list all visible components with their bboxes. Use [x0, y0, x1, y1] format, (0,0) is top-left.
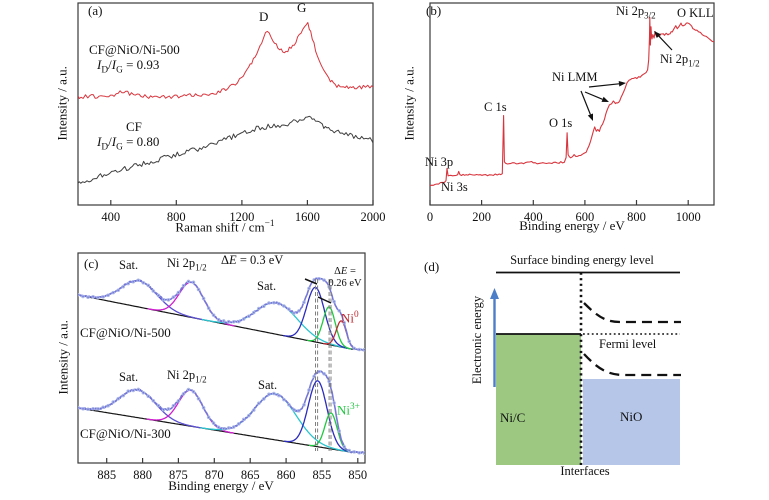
svg-text:880: 880 [133, 468, 152, 482]
panel-a-sample1-label: CF@NiO/Ni-500 [89, 42, 180, 57]
panel-c-ni0-label: Ni0 [341, 310, 359, 326]
svg-text:1000: 1000 [676, 210, 701, 224]
svg-text:1200: 1200 [229, 210, 254, 224]
svg-text:400: 400 [101, 210, 120, 224]
panel-a-sample2-label: CF [126, 119, 142, 134]
panel-c-sample-top-label: CF@NiO/Ni-500 [80, 325, 171, 340]
panel-c-delta-e-03-label: ΔE = 0.3 eV [221, 253, 284, 267]
panel-d-y-axis-label: Electronic energy [470, 295, 484, 385]
panel-d-fermi-level-label: Fermi level [599, 337, 657, 351]
panel-c-ni3plus-label: Ni3+ [337, 402, 360, 418]
svg-text:2000: 2000 [361, 210, 386, 224]
panel-a-x-axis-label: Raman shift / cm−1 [175, 219, 275, 235]
panel-a-g-band-label: G [297, 0, 307, 15]
panel-c-x-axis-label: Binding energy / eV [168, 478, 274, 493]
svg-text:800: 800 [167, 210, 186, 224]
panel-b-tag: (b) [426, 3, 442, 18]
delta-e-026-line1: ΔE = [334, 266, 356, 277]
panel-c-sample-bottom-label: CF@NiO/Ni-300 [80, 426, 171, 441]
svg-text:400: 400 [524, 210, 543, 224]
panel-d-surface-level-label: Surface binding energy level [510, 253, 654, 267]
svg-text:800: 800 [627, 210, 646, 224]
svg-text:0: 0 [427, 210, 433, 224]
panel-c-sat-top-left-label: Sat. [119, 258, 139, 272]
panel-b-c1s-label: C 1s [484, 100, 507, 114]
svg-text:855: 855 [313, 468, 332, 482]
panel-d-nio-region-label: NiO [620, 409, 643, 424]
panel-c-sat-bottom-mid-label: Sat. [258, 378, 278, 392]
panel-c-delta-e-026-label: ΔE = 0.26 eV [322, 266, 368, 290]
panel-b-okll-label: O KLL [677, 6, 714, 20]
svg-text:870: 870 [205, 468, 224, 482]
panel-b-x-axis-label: Binding energy / eV [519, 218, 625, 233]
panel-b-ni3s-label: Ni 3s [441, 180, 468, 194]
panel-a-ratio2-label: ID/IG = 0.80 [97, 134, 160, 153]
panel-d-interfaces-label: Interfaces [560, 464, 610, 478]
panel-a-ratio1-label: ID/IG = 0.93 [97, 57, 160, 76]
panel-c-ni2p12-bottom-label: Ni 2p1/2 [167, 368, 207, 385]
panel-c-ni2p12-top-label: Ni 2p1/2 [167, 256, 207, 273]
svg-text:865: 865 [241, 468, 260, 482]
panel-c-y-axis-label: Intensity / a.u. [55, 320, 71, 395]
svg-text:200: 200 [472, 210, 491, 224]
panel-d-nic-region-label: Ni/C [500, 410, 526, 425]
delta-e-026-line2: 0.26 eV [328, 277, 362, 289]
panel-b-o1s-label: O 1s [549, 116, 573, 130]
svg-text:1600: 1600 [295, 210, 320, 224]
panel-d-tag: (d) [424, 259, 440, 274]
svg-text:875: 875 [169, 468, 188, 482]
panel-a-tag: (a) [88, 3, 103, 18]
panel-c-sat-bottom-left-label: Sat. [119, 370, 139, 384]
panel-a-d-band-label: D [259, 9, 269, 24]
panel-b-ni2p32-label: Ni 2p3/2 [616, 4, 656, 21]
svg-text:850: 850 [348, 468, 367, 482]
svg-text:860: 860 [277, 468, 296, 482]
panel-c-tag: (c) [84, 256, 99, 271]
panel-b-ni3p-label: Ni 3p [425, 155, 454, 169]
panel-c-sat-top-mid-label: Sat. [257, 279, 277, 293]
panel-b-ni2p12-label: Ni 2p1/2 [660, 52, 700, 69]
panel-b-y-axis-label: Intensity / a.u. [401, 66, 417, 141]
svg-text:885: 885 [97, 468, 116, 482]
panel-b-nilmm-label: Ni LMM [552, 70, 598, 84]
panel-a-y-axis-label: Intensity / a.u. [54, 66, 70, 141]
svg-text:600: 600 [576, 210, 595, 224]
